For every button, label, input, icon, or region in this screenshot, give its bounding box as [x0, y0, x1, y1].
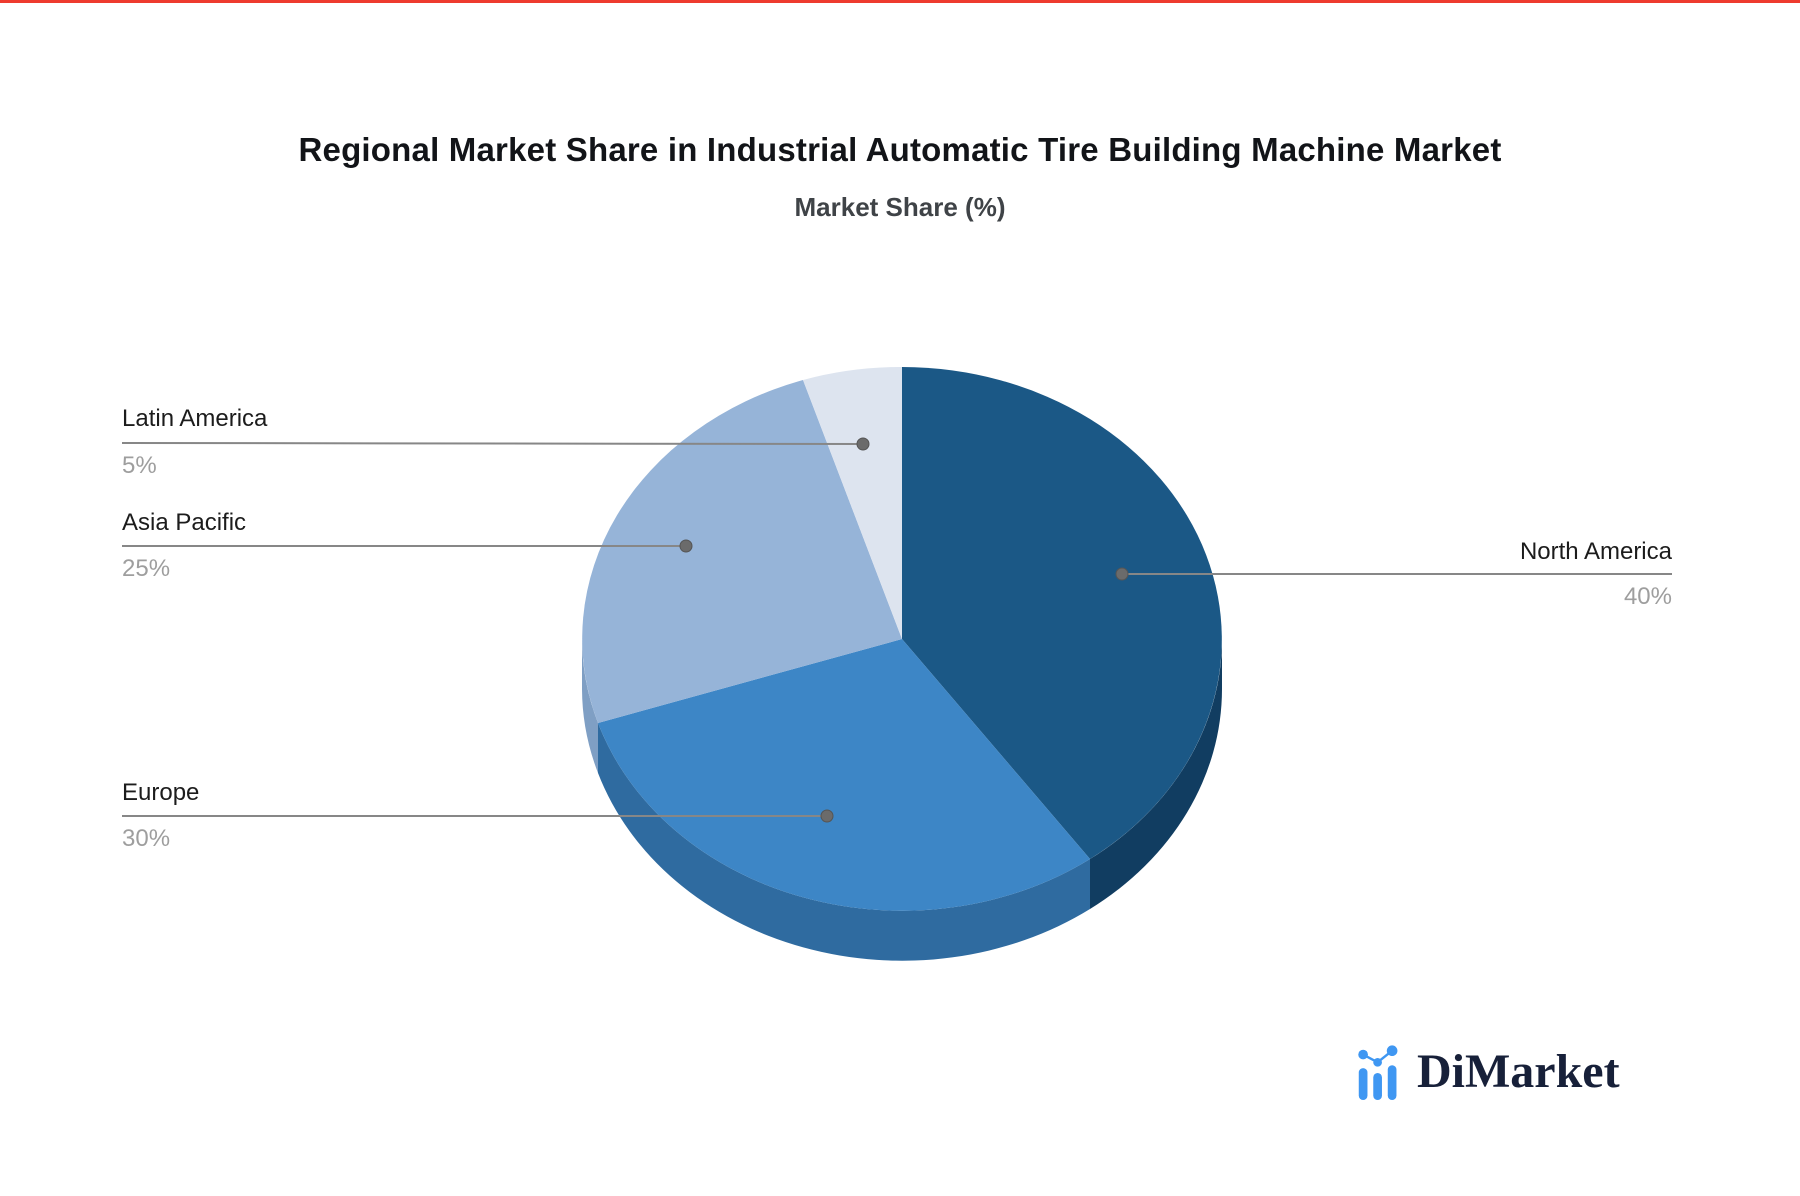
callout-dot-europe — [820, 809, 834, 823]
callout-north-america: North America — [1372, 538, 1672, 566]
callout-value: 25% — [122, 555, 171, 582]
pie-slice-asia-pacific[interactable] — [582, 380, 902, 723]
pie-slice-north-america-side — [1090, 639, 1222, 909]
callout-value: 40% — [1623, 583, 1672, 610]
callout-label: Europe — [122, 779, 200, 806]
callout-dot-north-america — [1115, 567, 1129, 581]
callout-latin-america-value: 5% — [122, 452, 157, 480]
pie-slice-asia-pacific-side — [582, 639, 598, 773]
logo-text: DiMarket — [1417, 1045, 1620, 1098]
callout-asia-pacific: Asia Pacific — [122, 509, 246, 537]
callout-label: Latin America — [122, 405, 268, 432]
pie-slice-europe[interactable] — [598, 639, 1090, 911]
top-border — [0, 0, 1800, 3]
callout-line-latin-america — [121, 442, 864, 445]
pie-slice-europe-side — [598, 723, 1090, 961]
pie-slice-latin-america[interactable] — [803, 366, 902, 639]
callout-dot-asia-pacific — [679, 539, 693, 553]
pie-slice-north-america[interactable] — [902, 367, 1222, 859]
callout-latin-america: Latin America — [122, 405, 267, 433]
chart-title: Regional Market Share in Industrial Auto… — [298, 131, 1502, 168]
callout-value: 30% — [122, 825, 171, 852]
callout-label: Asia Pacific — [122, 509, 247, 536]
callout-label: North America — [1519, 538, 1672, 565]
callout-europe-value: 30% — [122, 825, 170, 853]
chart-subtitle: Market Share (%) — [794, 192, 1006, 222]
bar-line-chart-icon — [1358, 1045, 1398, 1101]
callout-asia-pacific-value: 25% — [122, 555, 170, 583]
logo: DiMarket — [1358, 1042, 1620, 1102]
callout-dot-latin-america — [856, 437, 870, 451]
callout-north-america-value: 40% — [1372, 583, 1672, 611]
callout-europe: Europe — [122, 779, 199, 807]
callout-value: 5% — [122, 452, 157, 479]
